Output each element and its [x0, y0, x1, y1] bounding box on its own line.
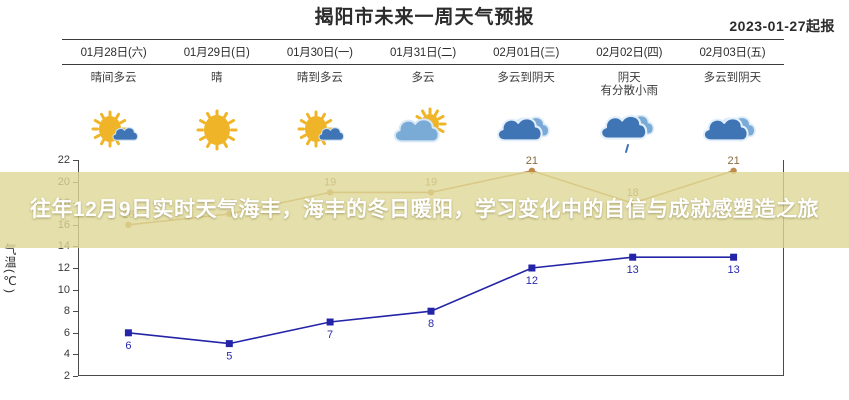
cloud-icon [475, 104, 578, 156]
y-axis-tick-label: 8 [63, 305, 70, 318]
data-point [427, 307, 435, 315]
cloud-with-rain-icon [578, 104, 681, 156]
day-date-label: 01月30日(一) [286, 47, 353, 59]
y-axis-tick-label: 4 [63, 348, 70, 361]
y-axis-tick-mark [73, 354, 78, 356]
y-axis-tick-label: 6 [63, 326, 70, 339]
y-axis-tick-mark [73, 160, 78, 161]
sun-behind-cloud-icon [62, 104, 165, 156]
day-column: 01月28日(六) 晴间多云 [62, 0, 165, 170]
data-point [124, 329, 132, 337]
overlay-banner-text: 往年12月9日实时天气海丰，海丰的冬日暖阳，学习变化中的自信与成就感塑造之旅 [29, 198, 820, 221]
y-axis-tick-mark [73, 311, 78, 313]
day-column: 01月29日(日) 晴 [165, 0, 268, 170]
y-axis-title: 气温(℃) [3, 243, 17, 294]
y-axis-tick-mark [73, 332, 78, 334]
data-point [326, 318, 334, 326]
header-divider-bottom [62, 64, 784, 65]
day-date-label: 02月02日(四) [596, 47, 663, 59]
y-axis-tick-label: 2 [63, 370, 70, 382]
issue-date-label: 2023-01-27起报 [729, 18, 835, 34]
day-column: 02月01日(三) 多云到阴天 [475, 0, 578, 170]
series-line [128, 256, 734, 345]
data-point-label: 13 [727, 264, 739, 276]
data-point-label: 21 [727, 155, 739, 167]
day-condition-label: 多云到阴天 [703, 72, 762, 84]
y-axis-tick-label: 22 [57, 154, 70, 166]
data-point-label: 5 [226, 351, 232, 363]
sun-icon [165, 104, 268, 156]
day-columns: 01月28日(六) 晴间多云 01月29日(日) 晴 01月30日(一) 晴到多云 0… [62, 0, 784, 170]
day-date-label: 01月29日(日) [183, 47, 250, 59]
data-point [629, 253, 637, 261]
day-date-label: 02月03日(五) [699, 47, 766, 59]
y-axis-tick-mark [73, 289, 78, 291]
y-axis-tick-label: 12 [57, 262, 70, 274]
day-condition-label: 多云 [411, 72, 435, 84]
data-point-label: 7 [327, 329, 333, 341]
header-divider-top [62, 39, 784, 40]
data-point-label: 8 [428, 318, 434, 330]
day-column: 02月03日(五) 多云到阴天 [681, 0, 784, 170]
sun-behind-large-cloud-icon [371, 104, 474, 156]
sun-behind-cloud-icon [268, 104, 371, 156]
data-point [730, 253, 738, 261]
day-date-label: 02月01日(三) [493, 47, 560, 59]
day-date-label: 01月31日(二) [390, 47, 456, 59]
day-condition-label: 晴到多云 [296, 72, 343, 84]
page-title: 揭阳市未来一周天气预报 [314, 7, 535, 28]
data-point [528, 264, 536, 272]
overlay-banner: 往年12月9日实时天气海丰，海丰的冬日暖阳，学习变化中的自信与成就感塑造之旅 [0, 172, 849, 248]
day-date-label: 01月28日(六) [80, 47, 147, 59]
day-column: 01月31日(二) 多云 [371, 0, 474, 170]
day-condition-label: 多云到阴天 [497, 72, 555, 84]
y-axis-tick-mark [73, 376, 78, 377]
day-column: 02月02日(四) 阴天 有分散小雨 [578, 0, 681, 170]
data-point-label: 12 [526, 275, 538, 287]
data-point-label: 13 [627, 264, 639, 276]
data-point [225, 340, 233, 348]
y-axis-tick-mark [73, 268, 78, 269]
day-condition-label: 晴 [210, 72, 223, 84]
y-axis-tick-label: 10 [57, 283, 70, 296]
chart-plot-frame [78, 160, 784, 376]
day-condition-label: 阴天 有分散小雨 [600, 72, 659, 97]
day-condition-label: 晴间多云 [90, 72, 137, 84]
day-column: 01月30日(一) 晴到多云 [268, 0, 371, 170]
chart-plot-area: 161719192118216578121313 [78, 120, 784, 376]
data-point-label: 6 [125, 340, 131, 352]
cloud-icon [681, 104, 784, 156]
data-point-label: 21 [526, 155, 538, 167]
